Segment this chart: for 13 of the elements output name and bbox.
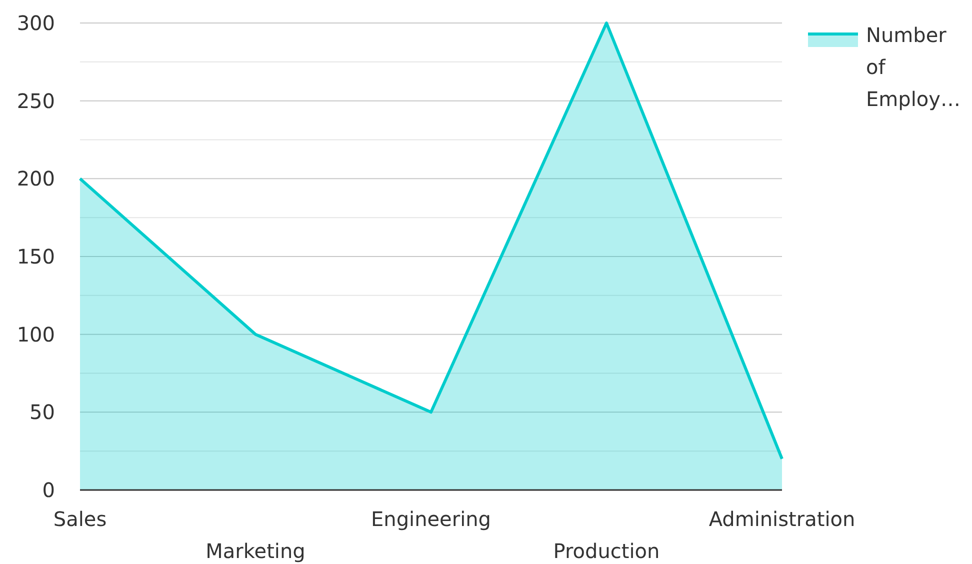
y-tick-label: 300 — [16, 11, 55, 35]
x-tick-label: Marketing — [206, 539, 306, 563]
y-tick-label: 50 — [30, 400, 55, 424]
x-tick-label: Engineering — [371, 507, 491, 531]
y-tick-label: 100 — [16, 322, 55, 346]
x-tick-label: Sales — [53, 507, 107, 531]
y-tick-label: 0 — [42, 478, 55, 502]
y-tick-label: 250 — [16, 88, 55, 113]
legend-label: Number of Employ… — [866, 23, 960, 111]
x-tick-label: Administration — [708, 507, 856, 531]
y-tick-label: 150 — [16, 244, 55, 268]
x-tick-label: Production — [553, 539, 660, 563]
y-tick-label: 200 — [16, 166, 55, 191]
